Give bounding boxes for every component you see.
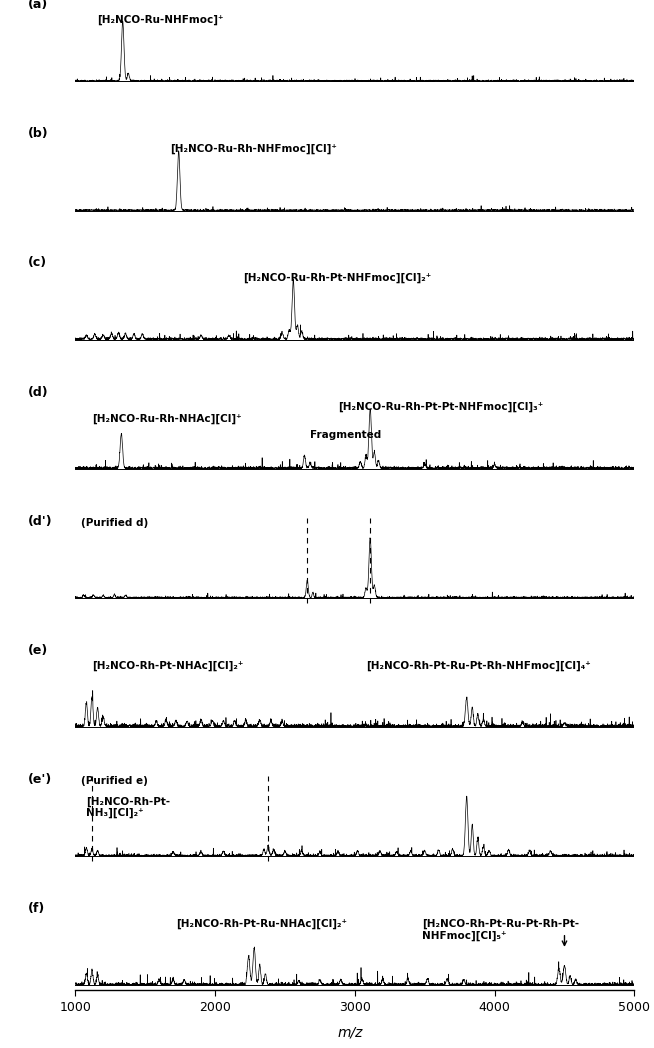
Text: [H₂NCO-Rh-Pt-
NH₃][Cl]₂⁺: [H₂NCO-Rh-Pt- NH₃][Cl]₂⁺ <box>86 796 171 818</box>
Text: (Purified e): (Purified e) <box>81 776 148 786</box>
Text: [H₂NCO-Ru-Rh-NHFmoc][Cl]⁺: [H₂NCO-Ru-Rh-NHFmoc][Cl]⁺ <box>170 144 337 154</box>
Text: (f): (f) <box>27 902 45 915</box>
Text: [H₂NCO-Rh-Pt-Ru-Pt-Rh-NHFmoc][Cl]₄⁺: [H₂NCO-Rh-Pt-Ru-Pt-Rh-NHFmoc][Cl]₄⁺ <box>366 660 591 671</box>
Text: [H₂NCO-Rh-Pt-NHAc][Cl]₂⁺: [H₂NCO-Rh-Pt-NHAc][Cl]₂⁺ <box>92 660 243 671</box>
Text: [H₂NCO-Rh-Pt-Ru-NHAc][Cl]₂⁺: [H₂NCO-Rh-Pt-Ru-NHAc][Cl]₂⁺ <box>176 919 347 929</box>
Text: m/z: m/z <box>337 1026 362 1040</box>
Text: (e): (e) <box>27 643 48 657</box>
Text: (c): (c) <box>27 257 47 269</box>
Text: (e'): (e') <box>27 773 52 786</box>
Text: (a): (a) <box>27 0 48 12</box>
Text: [H₂NCO-Ru-NHFmoc]⁺: [H₂NCO-Ru-NHFmoc]⁺ <box>97 15 224 25</box>
Text: [H₂NCO-Rh-Pt-Ru-Pt-Rh-Pt-
NHFmoc][Cl]₅⁺: [H₂NCO-Rh-Pt-Ru-Pt-Rh-Pt- NHFmoc][Cl]₅⁺ <box>422 919 579 941</box>
Text: [H₂NCO-Ru-Rh-NHAc][Cl]⁺: [H₂NCO-Ru-Rh-NHAc][Cl]⁺ <box>92 413 241 423</box>
Text: (d): (d) <box>27 386 48 398</box>
Text: [H₂NCO-Ru-Rh-Pt-Pt-NHFmoc][Cl]₃⁺: [H₂NCO-Ru-Rh-Pt-Pt-NHFmoc][Cl]₃⁺ <box>338 402 543 413</box>
Text: (b): (b) <box>27 127 48 140</box>
Text: Fragmented: Fragmented <box>310 430 381 439</box>
Text: (d'): (d') <box>27 515 52 527</box>
Text: (Purified d): (Purified d) <box>81 518 148 527</box>
Text: [H₂NCO-Ru-Rh-Pt-NHFmoc][Cl]₂⁺: [H₂NCO-Ru-Rh-Pt-NHFmoc][Cl]₂⁺ <box>243 274 431 283</box>
